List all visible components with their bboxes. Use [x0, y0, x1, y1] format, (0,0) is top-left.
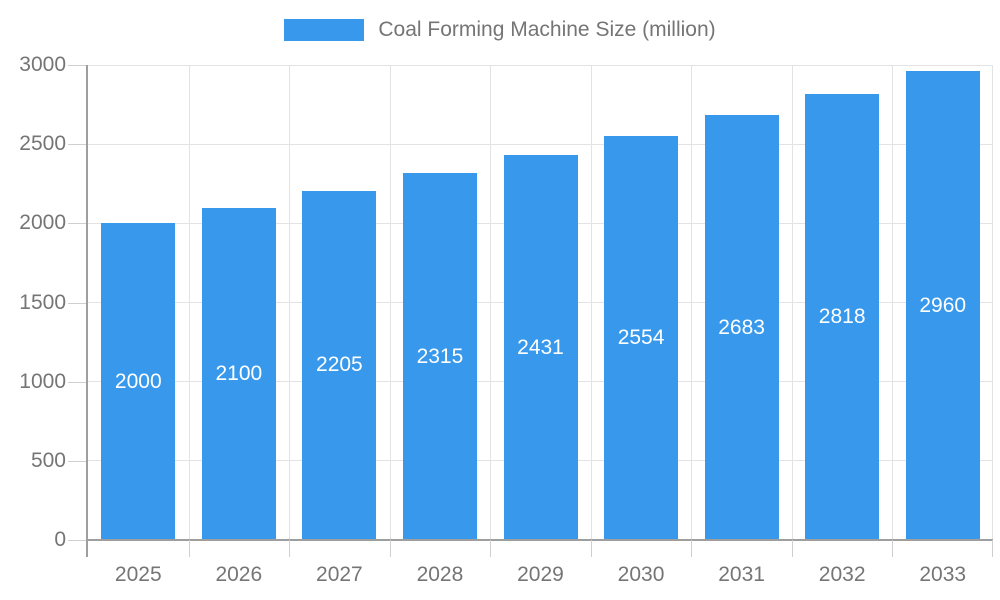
gridline-vertical	[691, 65, 693, 540]
bar-value-label: 2683	[718, 315, 765, 339]
x-axis-tick-label: 2025	[114, 563, 162, 586]
x-tick-mark	[389, 540, 391, 557]
legend-label: Coal Forming Machine Size (million)	[378, 18, 716, 41]
x-tick-mark	[992, 540, 993, 557]
x-axis-tick-label: 2029	[517, 563, 564, 586]
y-tick-mark	[68, 540, 86, 541]
y-axis-tick-label: 500	[30, 448, 66, 472]
bar-2030[interactable]: 2554	[604, 135, 679, 540]
y-axis-tick-label: 2500	[19, 132, 66, 156]
x-axis-tick-label: 2027	[316, 563, 363, 586]
y-tick-mark	[68, 460, 86, 462]
y-tick-mark	[68, 381, 86, 383]
x-tick-mark	[490, 540, 492, 557]
x-tick-mark	[791, 540, 793, 557]
bar-2032[interactable]: 2818	[805, 93, 880, 540]
x-tick-mark	[590, 540, 592, 557]
x-axis-tick-label: 2030	[617, 563, 665, 586]
y-axis-tick-label: 3000	[19, 53, 66, 76]
x-tick-mark	[892, 540, 894, 557]
gridline-vertical	[289, 65, 291, 540]
y-tick-mark	[68, 223, 86, 225]
x-tick-mark	[691, 540, 693, 557]
bar-value-label: 2818	[818, 304, 866, 328]
legend-item[interactable]: Coal Forming Machine Size (million)	[284, 18, 716, 42]
y-axis-line	[86, 65, 88, 557]
y-tick-mark	[68, 65, 86, 66]
bar-2028[interactable]: 2315	[402, 173, 477, 540]
bar-2025[interactable]: 2000	[101, 223, 176, 540]
y-axis: 0 500 1000 1500 2000 2500 3000	[0, 53, 88, 551]
x-axis-tick-label: 2026	[215, 563, 263, 586]
y-tick-mark	[68, 144, 86, 146]
bar-2033[interactable]: 2960	[905, 71, 980, 540]
gridline-vertical	[188, 65, 190, 540]
legend-swatch	[284, 19, 365, 41]
x-axis: 2025 2026 2027 2028 2029 2030 2031 2032 2033	[88, 540, 993, 600]
y-axis-tick-label: 1000	[19, 369, 66, 393]
bar-value-label: 2000	[114, 369, 162, 393]
gridline-horizontal	[88, 143, 993, 145]
gridline-vertical	[791, 65, 793, 540]
bar-2031[interactable]: 2683	[704, 115, 779, 540]
x-axis-tick-label: 2028	[416, 563, 464, 586]
plot-area: 2000 2100 2205 2315 2431 2554 2683 2818 2960	[88, 64, 993, 540]
bar-2029[interactable]: 2431	[503, 155, 578, 540]
bar-value-label: 2960	[919, 293, 967, 317]
gridline-vertical	[389, 65, 391, 540]
bar-value-label: 2100	[215, 361, 263, 385]
gridline-vertical	[992, 65, 993, 540]
y-axis-tick-label: 0	[54, 528, 66, 551]
bar-value-label: 2431	[517, 335, 564, 359]
legend: Coal Forming Machine Size (million)	[0, 18, 1000, 42]
x-axis-line	[86, 539, 993, 541]
x-axis-tick-label: 2033	[919, 563, 967, 586]
gridline-vertical	[892, 65, 894, 540]
x-axis-tick-label: 2032	[818, 563, 866, 586]
bar-2027[interactable]: 2205	[302, 190, 377, 540]
bar-2026[interactable]: 2100	[201, 207, 276, 540]
bar-value-label: 2554	[617, 325, 665, 349]
bar-value-label: 2205	[316, 353, 363, 377]
gridline-vertical	[490, 65, 492, 540]
x-tick-mark	[188, 540, 190, 557]
y-tick-mark	[68, 302, 86, 304]
y-axis-tick-label: 1500	[19, 290, 66, 314]
y-axis-tick-label: 2000	[19, 211, 66, 235]
x-tick-mark	[289, 540, 291, 557]
gridline-horizontal	[88, 64, 993, 66]
bar-value-label: 2315	[416, 344, 464, 368]
x-axis-tick-label: 2031	[718, 563, 765, 586]
gridline-vertical	[590, 65, 592, 540]
